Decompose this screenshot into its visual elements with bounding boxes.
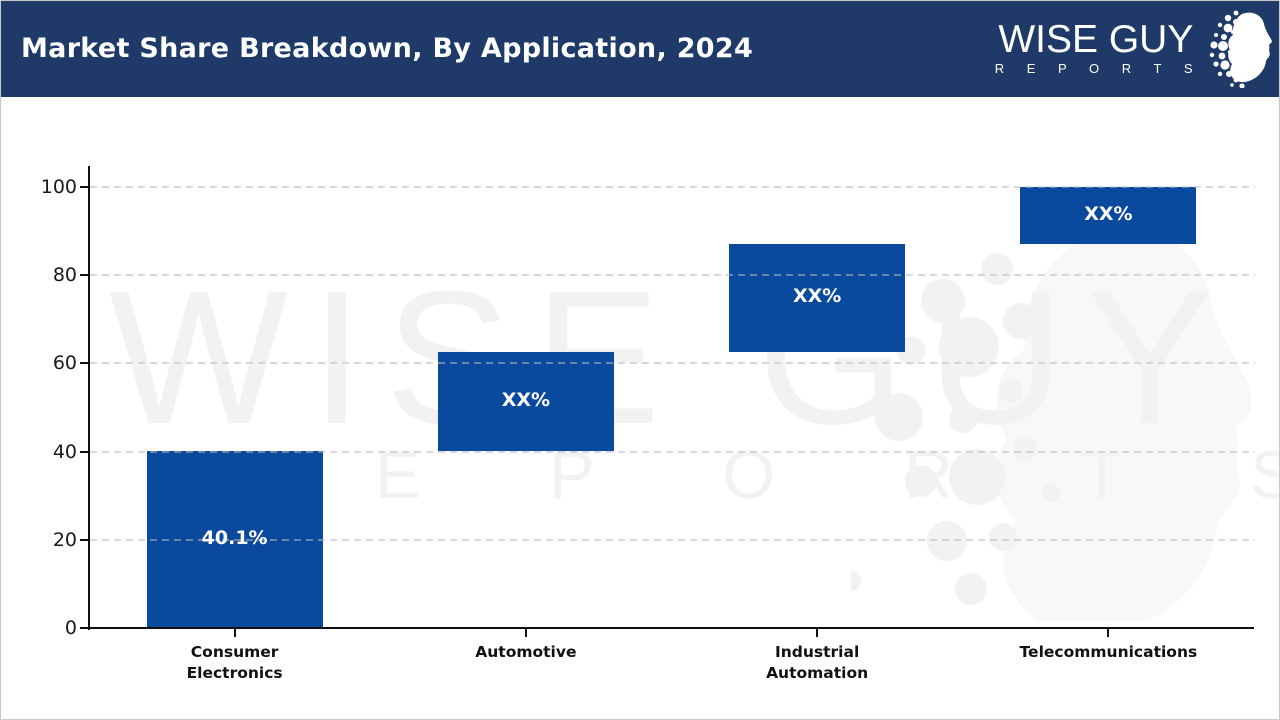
- page-title: Market Share Breakdown, By Application, …: [21, 33, 754, 64]
- gridline: [90, 538, 1255, 541]
- x-axis-tick: [233, 629, 236, 637]
- x-axis-tick: [816, 629, 819, 637]
- y-tick-label: 80: [52, 264, 77, 287]
- x-axis-line: [88, 627, 1254, 629]
- bar: [1020, 187, 1197, 245]
- gridline: [90, 274, 1255, 277]
- gridline: [90, 186, 1255, 188]
- x-axis-tick: [524, 629, 527, 637]
- wise-guy-logo-text: WISE GUY R E P O R T S: [990, 18, 1202, 77]
- bar: [729, 244, 906, 353]
- gridline: [90, 362, 1255, 365]
- y-axis-tick: [80, 274, 89, 277]
- logo-subtitle: R E P O R T S: [994, 61, 1202, 76]
- y-tick-label: 20: [52, 528, 77, 551]
- x-tick-label: Industrial Automation: [697, 642, 937, 684]
- x-tick-label-line: Telecommunications: [1019, 643, 1198, 661]
- x-tick-label: Consumer Electronics: [115, 642, 355, 684]
- y-axis-tick: [80, 450, 89, 453]
- bar-value-label: XX%: [1084, 202, 1133, 225]
- gridline: [90, 450, 1255, 453]
- x-tick-label-line: Automotive: [475, 643, 577, 661]
- bar-value-label: XX%: [501, 388, 551, 411]
- x-tick-label-line: Automation: [766, 664, 869, 682]
- y-axis-line: [88, 166, 90, 630]
- x-axis-tick: [1107, 629, 1110, 637]
- y-axis-tick: [80, 538, 89, 541]
- y-axis-tick: [80, 627, 89, 629]
- y-tick-label: 0: [64, 617, 77, 639]
- wise-guy-head-icon: [1209, 10, 1272, 88]
- x-tick-label: Telecommunications: [988, 642, 1228, 663]
- y-axis-tick: [80, 362, 89, 365]
- wise-guy-logo: WISE GUY R E P O R T S: [990, 8, 1276, 88]
- y-tick-label: 40: [52, 440, 77, 463]
- x-tick-label-line: Consumer: [190, 643, 279, 661]
- bar-value-label: XX%: [792, 285, 842, 308]
- bar: [437, 352, 614, 452]
- x-tick-label-line: Electronics: [186, 664, 283, 682]
- x-tick-label-line: Industrial: [774, 643, 860, 661]
- watermark-head-icon: [851, 229, 1251, 621]
- y-tick-label: 100: [40, 176, 77, 198]
- logo-wordmark: WISE GUY: [998, 18, 1194, 61]
- x-tick-label: Automotive: [406, 642, 646, 663]
- header-bar: Market Share Breakdown, By Application, …: [1, 1, 1279, 97]
- bar-value-label: 40.1%: [201, 526, 268, 549]
- y-tick-label: 60: [52, 352, 77, 375]
- y-axis-tick: [80, 186, 89, 188]
